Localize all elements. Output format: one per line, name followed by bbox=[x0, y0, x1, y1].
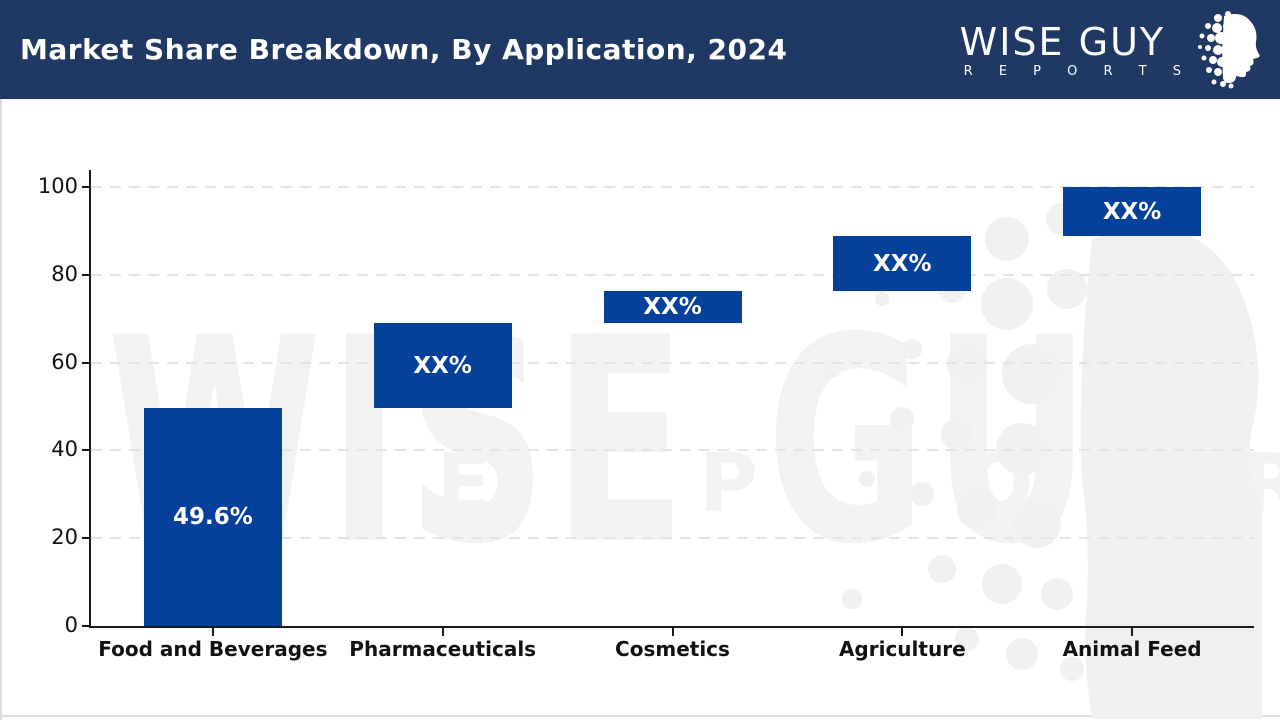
x-tick-mark bbox=[211, 628, 214, 636]
bar-pharmaceuticals: XX% bbox=[373, 323, 512, 409]
x-tick-mark bbox=[441, 628, 444, 636]
wiseguy-face-icon bbox=[1198, 11, 1260, 89]
y-axis-line bbox=[89, 170, 91, 628]
logo-wordmark: WISE GUY bbox=[959, 19, 1166, 64]
y-tick-label: 40 bbox=[51, 437, 78, 462]
gridline-100 bbox=[91, 186, 1254, 188]
y-tick-mark bbox=[82, 449, 90, 452]
bar-food-and-beverages: 49.6% bbox=[143, 408, 282, 626]
x-category-label: Animal Feed bbox=[1062, 637, 1202, 661]
watermark-face-icon bbox=[823, 203, 1262, 719]
logo-subtitle: R E P O R T S bbox=[963, 63, 1192, 79]
gridline-20 bbox=[91, 537, 1254, 540]
bar-value-label: XX% bbox=[1102, 198, 1162, 225]
y-tick-mark bbox=[82, 361, 90, 364]
y-tick-mark bbox=[82, 537, 90, 540]
x-tick-mark bbox=[671, 628, 674, 636]
y-tick-label: 60 bbox=[51, 349, 78, 374]
x-category-label: Food and Beverages bbox=[98, 637, 328, 661]
x-category-label: Pharmaceuticals bbox=[349, 637, 537, 661]
bar-cosmetics: XX% bbox=[603, 291, 742, 324]
y-tick-label: 80 bbox=[51, 261, 78, 286]
bar-animal-feed: XX% bbox=[1063, 187, 1202, 237]
watermark-wordmark: WISE GUY bbox=[107, 277, 1244, 607]
y-tick-label: 0 bbox=[64, 613, 78, 637]
gridline-80 bbox=[91, 273, 1254, 276]
wiseguy-logo: WISE GUY R E P O R T S bbox=[960, 10, 1266, 90]
bottom-border bbox=[0, 715, 1280, 717]
x-category-label: Cosmetics bbox=[615, 637, 730, 661]
wiseguy-logo-text: WISE GUY R E P O R T S bbox=[960, 22, 1192, 79]
header-banner: Market Share Breakdown, By Application, … bbox=[0, 0, 1280, 99]
bar-value-label: 49.6% bbox=[172, 504, 253, 531]
x-axis-line bbox=[89, 626, 1254, 628]
bar-value-label: XX% bbox=[413, 352, 472, 379]
x-tick-mark bbox=[901, 628, 904, 636]
page-title: Market Share Breakdown, By Application, … bbox=[20, 33, 788, 66]
y-tick-mark bbox=[82, 273, 90, 276]
y-tick-label: 20 bbox=[51, 525, 78, 550]
x-category-label: Agriculture bbox=[838, 637, 966, 661]
y-tick-mark bbox=[82, 186, 90, 188]
bar-value-label: XX% bbox=[643, 294, 702, 321]
bar-agriculture: XX% bbox=[833, 236, 972, 292]
x-tick-mark bbox=[1131, 628, 1134, 636]
y-tick-label: 100 bbox=[37, 174, 78, 198]
gridline-60 bbox=[91, 361, 1254, 364]
y-tick-mark bbox=[82, 625, 90, 627]
chart-plot-area: WISE GUY R E P O R T S 02040608010049.6%… bbox=[0, 99, 1280, 720]
bar-value-label: XX% bbox=[873, 250, 932, 277]
gridline-40 bbox=[91, 449, 1254, 452]
